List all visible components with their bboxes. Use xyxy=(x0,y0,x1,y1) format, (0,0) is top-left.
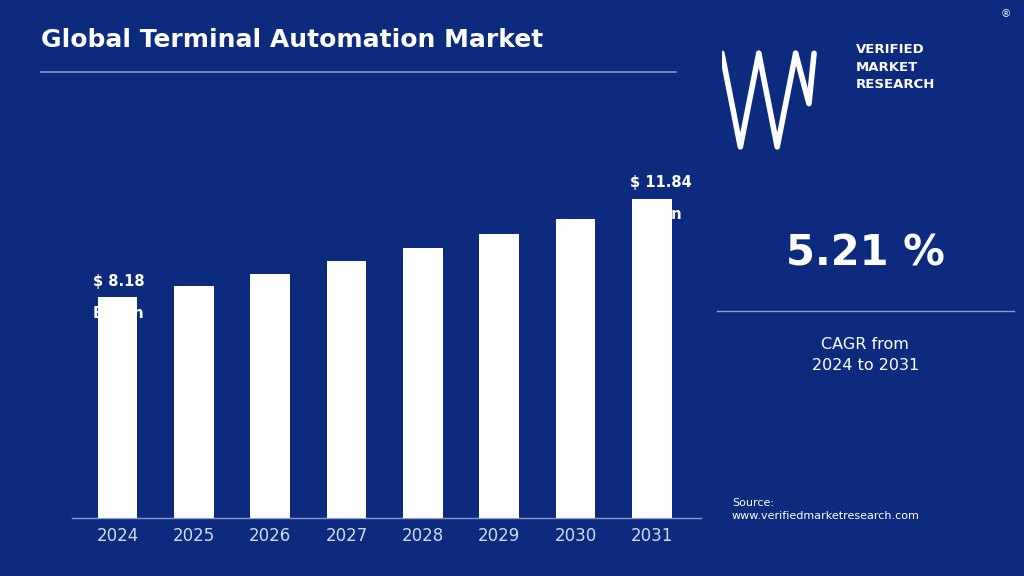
Text: $ 8.18: $ 8.18 xyxy=(93,274,144,289)
Bar xyxy=(403,248,442,518)
Text: VERIFIED
MARKET
RESEARCH: VERIFIED MARKET RESEARCH xyxy=(856,43,935,91)
Bar xyxy=(479,234,519,518)
Text: CAGR from
2024 to 2031: CAGR from 2024 to 2031 xyxy=(812,337,919,373)
Bar xyxy=(327,261,367,518)
Bar xyxy=(632,199,672,518)
Bar xyxy=(97,297,137,518)
Bar xyxy=(556,219,595,518)
Text: Global Terminal Automation Market: Global Terminal Automation Market xyxy=(41,28,543,52)
Bar xyxy=(250,274,290,518)
Text: $ 11.84: $ 11.84 xyxy=(631,176,692,191)
Text: Source:
www.verifiedmarketresearch.com: Source: www.verifiedmarketresearch.com xyxy=(732,498,920,521)
Text: Billion: Billion xyxy=(93,305,144,320)
Text: 5.21 %: 5.21 % xyxy=(785,233,945,274)
Text: Billion: Billion xyxy=(631,207,682,222)
Text: ®: ® xyxy=(1001,9,1012,18)
Bar xyxy=(174,286,214,518)
